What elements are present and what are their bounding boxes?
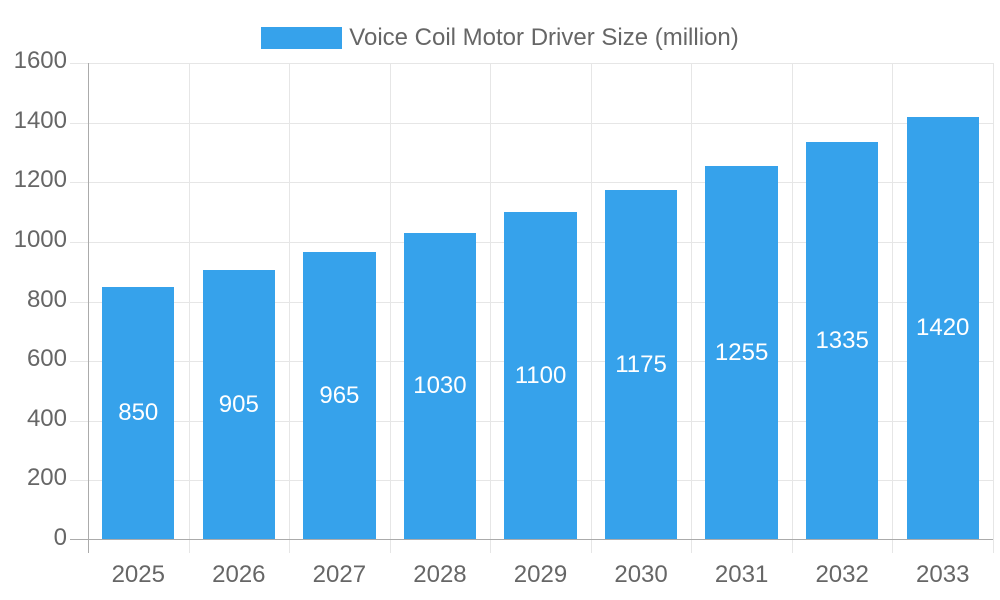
x-gridline — [389, 63, 391, 553]
y-tick-label: 400 — [26, 404, 67, 432]
y-tick-label: 0 — [53, 524, 67, 551]
x-tick-label: 2032 — [815, 561, 869, 588]
x-tick-label: 2030 — [614, 561, 668, 588]
plot-area: 0 200 400 600 800 1000 1200 1400 1600 850 2025 905 2… — [14, 47, 994, 588]
bar-2027[interactable]: 965 — [303, 252, 376, 540]
x-tick-label: 2026 — [212, 561, 266, 588]
bar-2025[interactable]: 850 — [102, 286, 175, 540]
bar-2032[interactable]: 1335 — [805, 142, 879, 540]
bar-value-label: 1100 — [514, 362, 567, 390]
bar-value-label: 1420 — [916, 314, 970, 342]
bar-value-label: 1335 — [815, 327, 869, 354]
x-gridline — [993, 63, 994, 553]
x-gridline — [892, 63, 894, 553]
y-tick-label: 1000 — [13, 225, 67, 253]
y-tick-label: 1400 — [13, 106, 67, 134]
bar-2033[interactable]: 1420 — [906, 116, 979, 540]
y-gridline — [70, 63, 993, 64]
legend[interactable]: Voice Coil Motor Driver Size (million) — [0, 24, 1000, 52]
x-gridline — [188, 63, 190, 553]
bar-2026[interactable]: 905 — [202, 270, 276, 540]
bar-2030[interactable]: 1175 — [604, 189, 678, 540]
x-tick-label: 2033 — [916, 561, 970, 588]
x-gridline — [791, 63, 793, 553]
y-tick-label: 600 — [26, 345, 67, 373]
bar-2029[interactable]: 1100 — [504, 212, 577, 540]
legend-swatch-icon — [261, 27, 343, 49]
y-tick-label: 800 — [26, 285, 67, 313]
y-gridline — [70, 122, 993, 124]
legend-label: Voice Coil Motor Driver Size (million) — [349, 24, 739, 51]
bar-value-label: 905 — [218, 391, 259, 419]
y-axis-line — [88, 63, 89, 553]
x-tick-label: 2025 — [111, 561, 165, 588]
x-gridline — [691, 63, 693, 553]
y-tick-label: 1200 — [13, 166, 67, 194]
bar-value-label: 1030 — [413, 372, 467, 400]
x-tick-label: 2027 — [312, 561, 367, 588]
x-gridline — [490, 63, 492, 553]
x-tick-label: 2028 — [413, 561, 467, 588]
bar-2031[interactable]: 1255 — [705, 165, 778, 540]
bar-2028[interactable]: 1030 — [403, 232, 477, 540]
bar-value-label: 850 — [118, 399, 159, 427]
y-tick-label: 1600 — [13, 47, 67, 74]
x-gridline — [590, 63, 592, 553]
x-tick-label: 2031 — [714, 561, 769, 588]
x-tick-label: 2029 — [513, 561, 568, 588]
bar-value-label: 1175 — [615, 350, 667, 378]
x-axis-line — [70, 539, 993, 540]
bar-value-label: 1255 — [714, 338, 769, 366]
x-gridline — [289, 63, 291, 553]
y-gridline — [70, 182, 993, 184]
y-tick-label: 200 — [26, 464, 67, 492]
bar-value-label: 965 — [319, 382, 360, 410]
